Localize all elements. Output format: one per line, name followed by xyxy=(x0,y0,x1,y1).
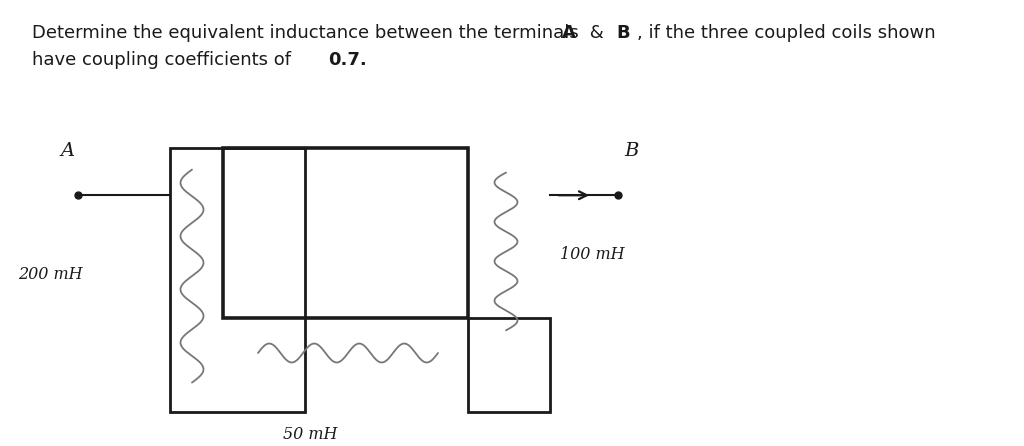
Text: Determine the equivalent inductance between the terminals: Determine the equivalent inductance betw… xyxy=(32,24,585,41)
Text: 200 mH: 200 mH xyxy=(18,266,83,283)
Text: B: B xyxy=(624,142,638,160)
Text: A: A xyxy=(562,24,575,41)
Bar xyxy=(468,318,550,412)
Text: , if the three coupled coils shown: , if the three coupled coils shown xyxy=(637,24,936,41)
Text: have coupling coefficients of: have coupling coefficients of xyxy=(32,51,297,69)
Text: B: B xyxy=(616,24,630,41)
Bar xyxy=(223,148,468,318)
Text: &: & xyxy=(584,24,609,41)
Text: 50 mH: 50 mH xyxy=(283,426,337,443)
Text: 0.7.: 0.7. xyxy=(328,51,367,69)
Text: 100 mH: 100 mH xyxy=(560,246,625,263)
Text: A: A xyxy=(61,142,75,160)
Bar xyxy=(170,148,305,412)
